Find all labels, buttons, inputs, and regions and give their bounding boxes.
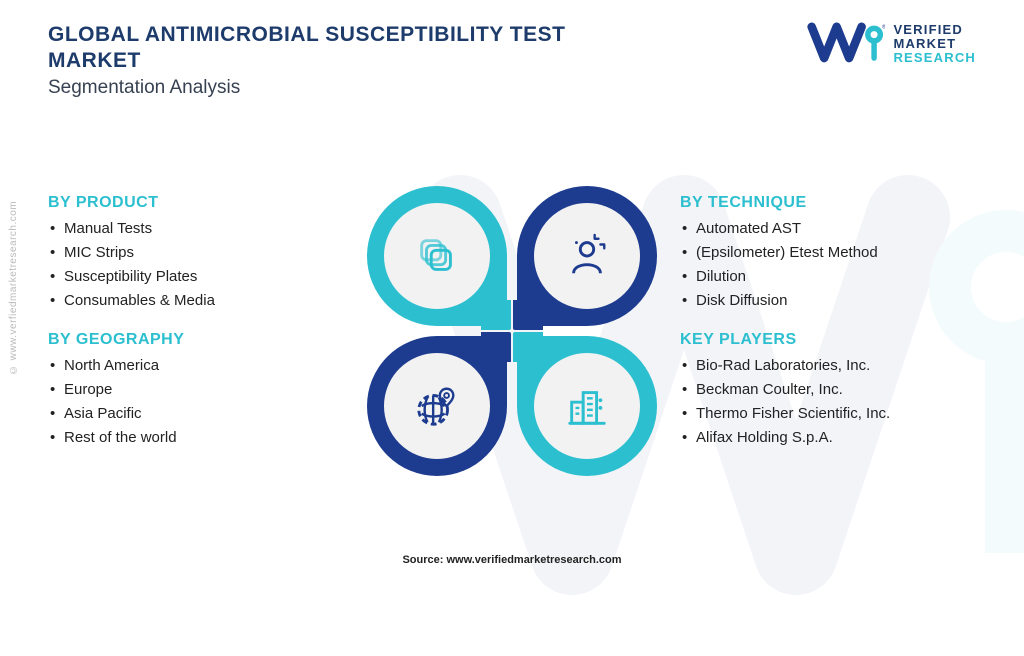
list-item: Alifax Holding S.p.A. (680, 429, 976, 446)
right-column: BY TECHNIQUE Automated AST (Epsilometer)… (680, 194, 976, 468)
source-line: Source: www.verifiedmarketresearch.com (0, 554, 1024, 566)
list-item: Thermo Fisher Scientific, Inc. (680, 405, 976, 422)
list-item: Manual Tests (48, 220, 344, 237)
list-item: Europe (48, 381, 344, 398)
list-item: Bio-Rad Laboratories, Inc. (680, 357, 976, 374)
segment-title: BY PRODUCT (48, 194, 344, 212)
list-item: Dilution (680, 268, 976, 285)
petal-cluster (362, 181, 662, 481)
svg-text:®: ® (882, 23, 885, 30)
brand-text-l2: MARKET (893, 37, 976, 51)
list-item: Asia Pacific (48, 405, 344, 422)
brand-text-l1: VERIFIED (893, 23, 976, 37)
segment-title: BY GEOGRAPHY (48, 331, 344, 349)
page-title-line1: GLOBAL ANTIMICROBIAL SUSCEPTIBILITY TEST (48, 22, 565, 48)
segment-geography: BY GEOGRAPHY North America Europe Asia P… (48, 331, 344, 446)
petal-keyplayers (517, 336, 657, 476)
list-item: Beckman Coulter, Inc. (680, 381, 976, 398)
list-item: MIC Strips (48, 244, 344, 261)
vmr-mark-icon: ® (807, 22, 885, 66)
list-item: Rest of the world (48, 429, 344, 446)
list-item: (Epsilometer) Etest Method (680, 244, 976, 261)
brand-text: VERIFIED MARKET RESEARCH (893, 23, 976, 66)
brand-text-l3: RESEARCH (893, 51, 976, 65)
page-subtitle: Segmentation Analysis (48, 77, 565, 99)
segment-title: KEY PLAYERS (680, 331, 976, 349)
globe-pin-icon (414, 383, 460, 429)
person-icon (564, 233, 610, 279)
side-watermark: © www.verfiedmarketresearch.com (8, 201, 19, 375)
brand-logo: ® VERIFIED MARKET RESEARCH (807, 22, 976, 66)
segment-technique: BY TECHNIQUE Automated AST (Epsilometer)… (680, 194, 976, 309)
layers-icon (414, 233, 460, 279)
buildings-icon (564, 383, 610, 429)
list-item: Susceptibility Plates (48, 268, 344, 285)
segment-keyplayers: KEY PLAYERS Bio-Rad Laboratories, Inc. B… (680, 331, 976, 446)
segment-title: BY TECHNIQUE (680, 194, 976, 212)
petal-product (367, 186, 507, 326)
list-item: Automated AST (680, 220, 976, 237)
list-item: North America (48, 357, 344, 374)
title-block: GLOBAL ANTIMICROBIAL SUSCEPTIBILITY TEST… (48, 22, 565, 99)
page-title-line2: MARKET (48, 48, 565, 74)
list-item: Consumables & Media (48, 292, 344, 309)
list-item: Disk Diffusion (680, 292, 976, 309)
petal-geography (367, 336, 507, 476)
petal-technique (517, 186, 657, 326)
segment-product: BY PRODUCT Manual Tests MIC Strips Susce… (48, 194, 344, 309)
left-column: BY PRODUCT Manual Tests MIC Strips Susce… (48, 194, 344, 468)
